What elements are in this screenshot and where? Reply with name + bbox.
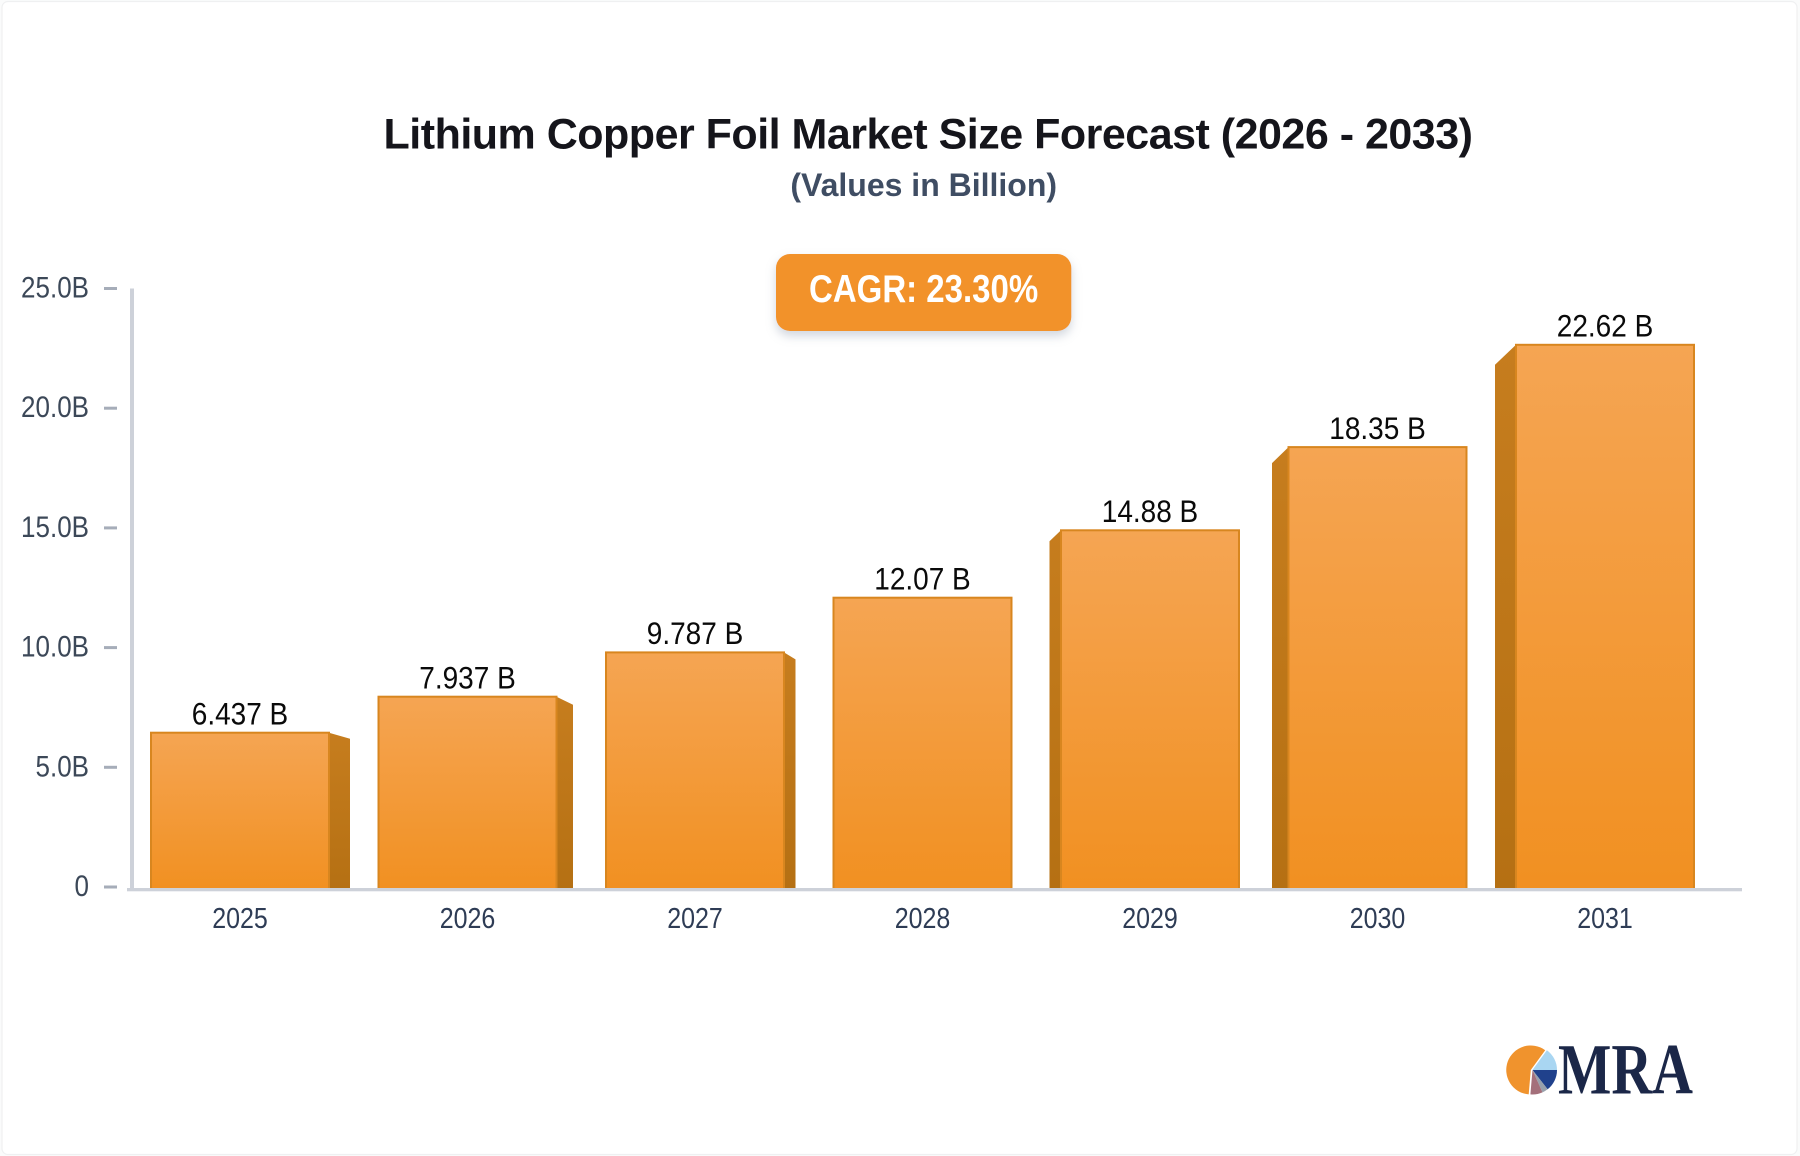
svg-text:CAGR: 23.30%: CAGR: 23.30%: [809, 266, 1038, 310]
svg-text:2026: 2026: [440, 902, 496, 934]
svg-text:(Values in Billion): (Values in Billion): [790, 167, 1057, 203]
svg-text:Lithium Copper Foil Market Siz: Lithium Copper Foil Market Size Forecast…: [384, 111, 1473, 159]
svg-text:2029: 2029: [1122, 902, 1178, 934]
svg-text:7.937 B: 7.937 B: [419, 661, 515, 696]
svg-text:22.62 B: 22.62 B: [1557, 309, 1653, 344]
svg-text:6.437 B: 6.437 B: [192, 697, 288, 732]
svg-text:25.0B: 25.0B: [21, 271, 89, 304]
svg-text:10.0B: 10.0B: [21, 630, 89, 663]
svg-text:18.35 B: 18.35 B: [1329, 411, 1425, 446]
svg-text:MRA: MRA: [1558, 1029, 1693, 1109]
svg-text:14.88 B: 14.88 B: [1102, 494, 1198, 529]
svg-text:2030: 2030: [1350, 902, 1406, 934]
svg-text:20.0B: 20.0B: [21, 391, 89, 424]
svg-text:9.787 B: 9.787 B: [647, 617, 743, 652]
svg-text:0: 0: [75, 870, 89, 903]
svg-text:2025: 2025: [212, 902, 268, 934]
svg-text:2031: 2031: [1577, 902, 1633, 934]
svg-text:12.07 B: 12.07 B: [874, 562, 970, 597]
svg-text:2028: 2028: [895, 902, 951, 934]
svg-text:15.0B: 15.0B: [21, 510, 89, 543]
svg-text:2027: 2027: [667, 902, 723, 934]
svg-text:5.0B: 5.0B: [36, 750, 89, 783]
